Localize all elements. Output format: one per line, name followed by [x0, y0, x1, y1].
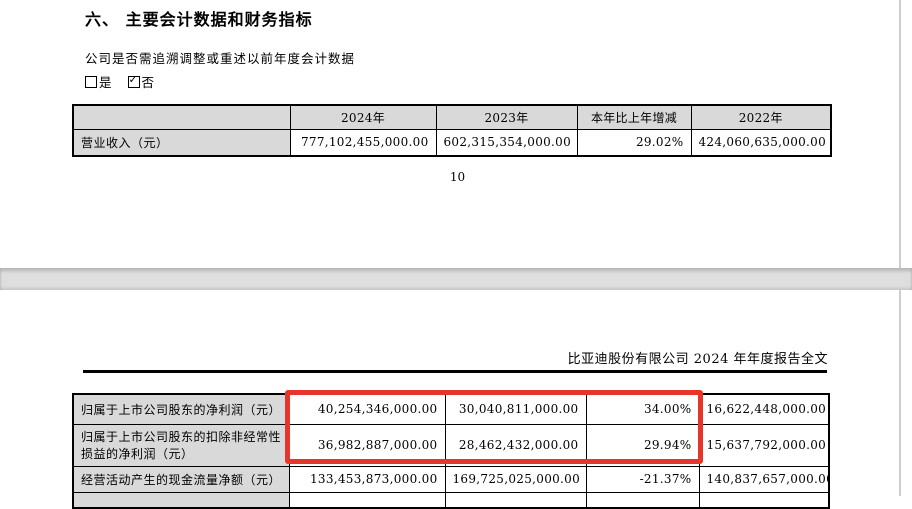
table-row: 归属于上市公司股东的扣除非经常性损益的净利润（元） 36,982,887,000… [72, 423, 830, 467]
value-cell: 169,725,025,000.00 [444, 465, 587, 493]
checkbox-no-label: 否 [141, 75, 156, 90]
header-cell-2023: 2023年 [435, 104, 578, 130]
checkbox-yes-box-icon [85, 76, 97, 88]
row-label: 经营活动产生的现金流量净额（元） [72, 465, 290, 493]
header-cell-blank [72, 104, 291, 130]
header-cell-yoy: 本年比上年增减 [576, 104, 692, 130]
financial-table-bottom: 归属于上市公司股东的净利润（元） 40,254,346,000.00 30,04… [72, 393, 830, 509]
value-cell: 140,837,657,000.00 [698, 465, 830, 493]
table-row: 归属于上市公司股东的净利润（元） 40,254,346,000.00 30,04… [72, 393, 830, 425]
checkbox-yes: 是 [85, 75, 113, 90]
value-cell: 28,462,432,000.00 [444, 423, 587, 467]
value-cell [288, 491, 446, 509]
section-title: 六、 主要会计数据和财务指标 [85, 10, 313, 29]
value-cell: 30,040,811,000.00 [444, 393, 587, 425]
value-cell: 602,315,354,000.00 [435, 128, 578, 157]
checkbox-yes-label: 是 [99, 75, 113, 90]
row-label: 归属于上市公司股东的扣除非经常性损益的净利润（元） [72, 423, 290, 467]
report-header: 比亚迪股份有限公司 2024 年年度报告全文 [567, 352, 828, 367]
row-label [72, 491, 290, 509]
table-row: 营业收入（元） 777,102,455,000.00 602,315,354,0… [72, 128, 832, 157]
value-cell [585, 491, 700, 509]
value-cell: -21.37% [585, 465, 700, 493]
page-number: 10 [449, 170, 466, 184]
page-edge-line [899, 0, 901, 496]
financial-table-top: 2024年 2023年 本年比上年增减 2022年 营业收入（元） 777,10… [72, 104, 832, 157]
table-row-partial [72, 491, 830, 509]
value-cell: 34.00% [585, 393, 700, 425]
row-label: 营业收入（元） [72, 128, 291, 157]
header-cell-2022: 2022年 [690, 104, 832, 130]
value-cell: 40,254,346,000.00 [288, 393, 446, 425]
header-rule [83, 370, 827, 373]
value-cell: 133,453,873,000.00 [288, 465, 446, 493]
value-cell: 29.94% [585, 423, 700, 467]
table-row: 经营活动产生的现金流量净额（元） 133,453,873,000.00 169,… [72, 465, 830, 493]
value-cell: 29.02% [576, 128, 692, 157]
value-cell: 15,637,792,000.00 [698, 423, 830, 467]
checkbox-no: ✓ 否 [127, 73, 156, 90]
header-cell-2024: 2024年 [289, 104, 437, 130]
page-separator [0, 268, 912, 290]
value-cell [698, 491, 830, 509]
table-header-row: 2024年 2023年 本年比上年增减 2022年 [72, 104, 832, 130]
value-cell: 424,060,635,000.00 [690, 128, 832, 157]
restatement-question: 公司是否需追溯调整或重述以前年度会计数据 [85, 51, 356, 66]
check-mark-icon: ✓ [128, 73, 139, 86]
page-1: 六、 主要会计数据和财务指标 公司是否需追溯调整或重述以前年度会计数据 是 ✓ 否… [72, 10, 832, 184]
page-2: 比亚迪股份有限公司 2024 年年度报告全文 归属于上市公司股东的净利润（元） … [0, 290, 912, 509]
checkbox-no-box-icon: ✓ [127, 73, 140, 88]
value-cell: 16,622,448,000.00 [698, 393, 830, 425]
row-label: 归属于上市公司股东的净利润（元） [72, 393, 290, 425]
checkbox-row: 是 ✓ 否 [85, 72, 165, 91]
value-cell: 36,982,887,000.00 [288, 423, 446, 467]
value-cell: 777,102,455,000.00 [289, 128, 437, 157]
value-cell [444, 491, 587, 509]
